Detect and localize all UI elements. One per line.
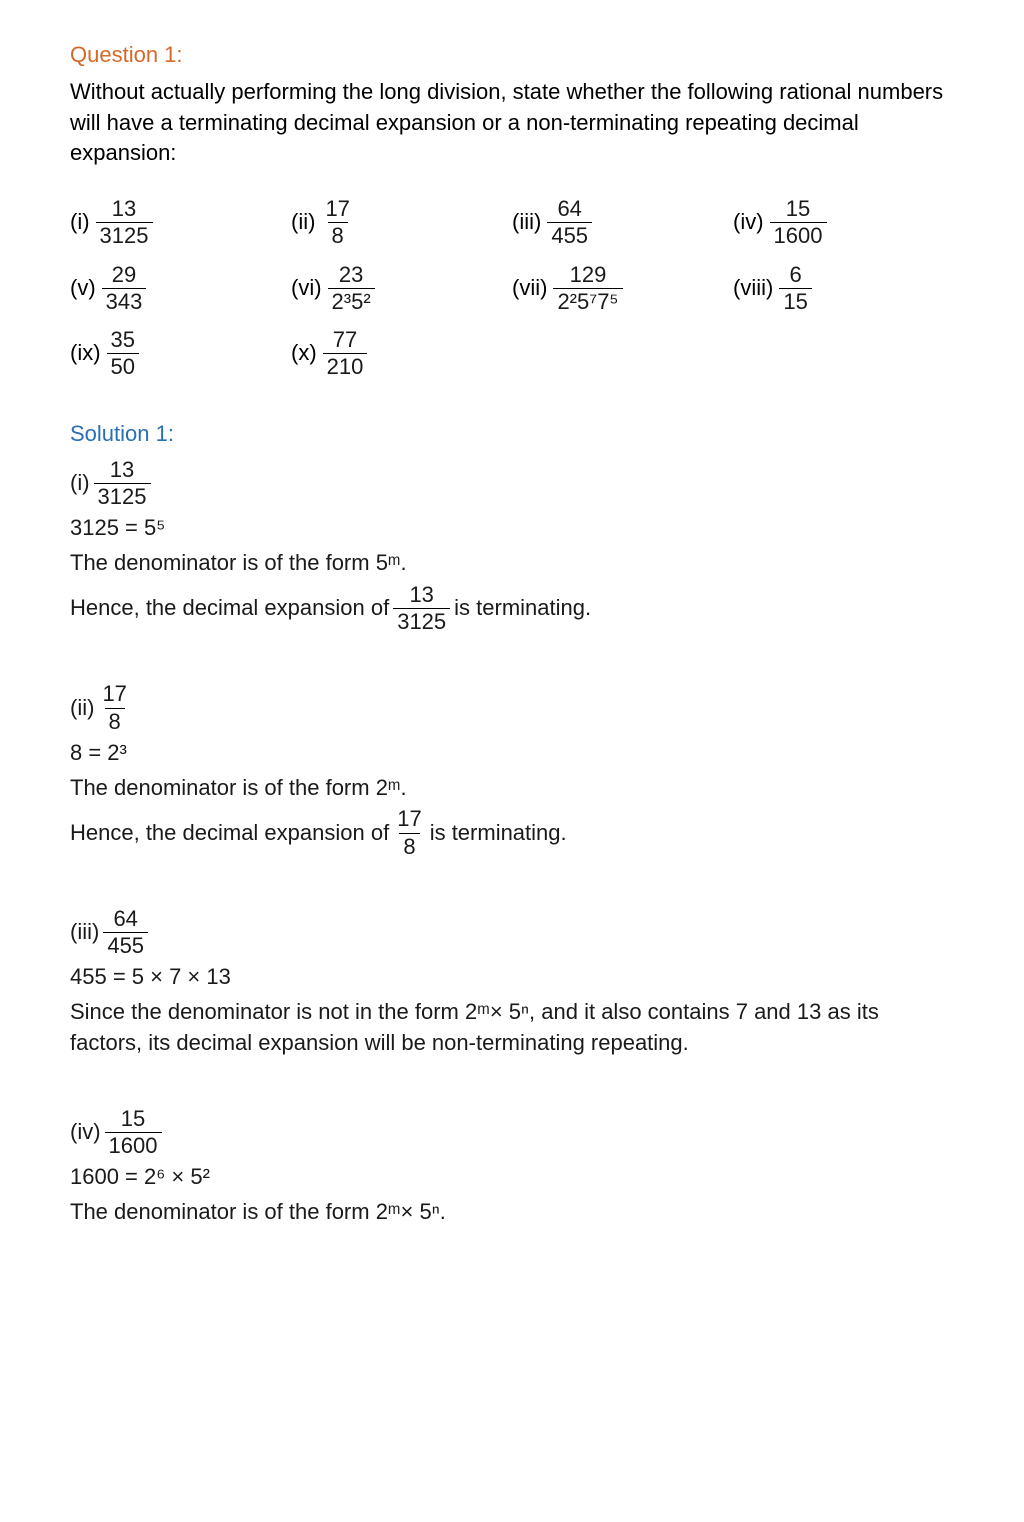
part-fraction: 13 3125 (94, 458, 151, 509)
fraction-denominator: 3125 (96, 222, 153, 248)
hence-fraction: 13 3125 (393, 583, 450, 634)
option-cell: (iv) 15 1600 (733, 197, 954, 248)
fraction-numerator: 13 (106, 458, 138, 483)
options-grid: (i) 13 3125 (ii) 17 8 (iii) 64 455 (iv) … (70, 197, 954, 379)
hence-post: is terminating. (454, 593, 591, 624)
solution-part-iv: (iv) 15 1600 1600 = 2⁶ × 5² The denomina… (70, 1107, 954, 1228)
option-cell: (viii) 6 15 (733, 263, 954, 314)
option-fraction: 23 2³5² (328, 263, 375, 314)
fraction-denominator: 455 (103, 932, 148, 958)
option-fraction: 17 8 (321, 197, 353, 248)
option-roman: (iv) (733, 207, 764, 238)
fraction-denominator: 8 (328, 222, 348, 248)
option-fraction: 13 3125 (96, 197, 153, 248)
part-fraction: 17 8 (98, 682, 130, 733)
option-fraction: 77 210 (323, 328, 368, 379)
fraction-numerator: 23 (335, 263, 367, 288)
option-cell: (vii) 129 2²5⁷7⁵ (512, 263, 733, 314)
option-cell: (x) 77 210 (291, 328, 512, 379)
option-roman: (vi) (291, 273, 322, 304)
fraction-denominator: 2²5⁷7⁵ (553, 288, 622, 314)
fraction-denominator: 1600 (105, 1132, 162, 1158)
fraction-numerator: 17 (98, 682, 130, 707)
fraction-numerator: 64 (109, 907, 141, 932)
fraction-numerator: 6 (785, 263, 805, 288)
fraction-denominator: 50 (107, 353, 139, 379)
fraction-numerator: 77 (329, 328, 361, 353)
explain-text: Since the denominator is not in the form… (70, 997, 954, 1059)
fraction-denominator: 15 (779, 288, 811, 314)
part-fraction: 15 1600 (105, 1107, 162, 1158)
form-line: The denominator is of the form 5ᵐ. (70, 548, 954, 579)
question-heading: Question 1: (70, 40, 954, 71)
form-line: The denominator is of the form 2ᵐ× 5ⁿ. (70, 1197, 954, 1228)
option-roman: (iii) (512, 207, 541, 238)
option-fraction: 129 2²5⁷7⁵ (553, 263, 622, 314)
option-cell: (ii) 17 8 (291, 197, 512, 248)
fraction-numerator: 15 (782, 197, 814, 222)
fraction-denominator: 455 (547, 222, 592, 248)
hence-post: is terminating. (430, 818, 567, 849)
fraction-denominator: 3125 (94, 483, 151, 509)
fraction-numerator: 29 (108, 263, 140, 288)
fraction-denominator: 3125 (393, 608, 450, 634)
fraction-numerator: 17 (393, 807, 425, 832)
factor-line: 455 = 5 × 7 × 13 (70, 962, 954, 993)
part-roman: (iv) (70, 1117, 101, 1148)
fraction-numerator: 13 (108, 197, 140, 222)
option-fraction: 15 1600 (770, 197, 827, 248)
option-fraction: 29 343 (102, 263, 147, 314)
fraction-denominator: 210 (323, 353, 368, 379)
form-line: The denominator is of the form 2ᵐ. (70, 773, 954, 804)
hence-fraction: 17 8 (393, 807, 425, 858)
option-cell: (iii) 64 455 (512, 197, 733, 248)
part-roman: (ii) (70, 693, 94, 724)
question-body: Without actually performing the long div… (70, 77, 954, 169)
option-roman: (x) (291, 338, 317, 369)
fraction-numerator: 64 (553, 197, 585, 222)
option-roman: (v) (70, 273, 96, 304)
factor-line: 8 = 2³ (70, 738, 954, 769)
fraction-numerator: 13 (405, 583, 437, 608)
solution-part-ii: (ii) 17 8 8 = 2³ The denominator is of t… (70, 682, 954, 858)
option-fraction: 6 15 (779, 263, 811, 314)
solution-part-iii: (iii) 64 455 455 = 5 × 7 × 13 Since the … (70, 907, 954, 1059)
option-fraction: 35 50 (107, 328, 139, 379)
option-cell: (ix) 35 50 (70, 328, 291, 379)
solution-part-i: (i) 13 3125 3125 = 5⁵ The denominator is… (70, 458, 954, 634)
fraction-numerator: 129 (566, 263, 611, 288)
part-roman: (i) (70, 468, 90, 499)
fraction-denominator: 1600 (770, 222, 827, 248)
fraction-numerator: 17 (321, 197, 353, 222)
option-roman: (ii) (291, 207, 315, 238)
option-fraction: 64 455 (547, 197, 592, 248)
part-fraction: 64 455 (103, 907, 148, 958)
fraction-denominator: 8 (105, 708, 125, 734)
hence-line: Hence, the decimal expansion of 13 3125 … (70, 583, 954, 634)
option-roman: (vii) (512, 273, 547, 304)
hence-line: Hence, the decimal expansion of 17 8 is … (70, 807, 954, 858)
fraction-numerator: 35 (107, 328, 139, 353)
hence-pre: Hence, the decimal expansion of (70, 593, 389, 624)
factor-line: 1600 = 2⁶ × 5² (70, 1162, 954, 1193)
option-roman: (ix) (70, 338, 101, 369)
option-roman: (i) (70, 207, 90, 238)
factor-line: 3125 = 5⁵ (70, 513, 954, 544)
fraction-denominator: 2³5² (328, 288, 375, 314)
option-cell: (v) 29 343 (70, 263, 291, 314)
option-cell: (i) 13 3125 (70, 197, 291, 248)
hence-pre: Hence, the decimal expansion of (70, 818, 389, 849)
fraction-denominator: 8 (399, 833, 419, 859)
option-roman: (viii) (733, 273, 773, 304)
part-roman: (iii) (70, 917, 99, 948)
page-container: Question 1: Without actually performing … (0, 0, 1024, 1522)
option-cell: (vi) 23 2³5² (291, 263, 512, 314)
fraction-numerator: 15 (117, 1107, 149, 1132)
solution-heading: Solution 1: (70, 419, 954, 450)
fraction-denominator: 343 (102, 288, 147, 314)
